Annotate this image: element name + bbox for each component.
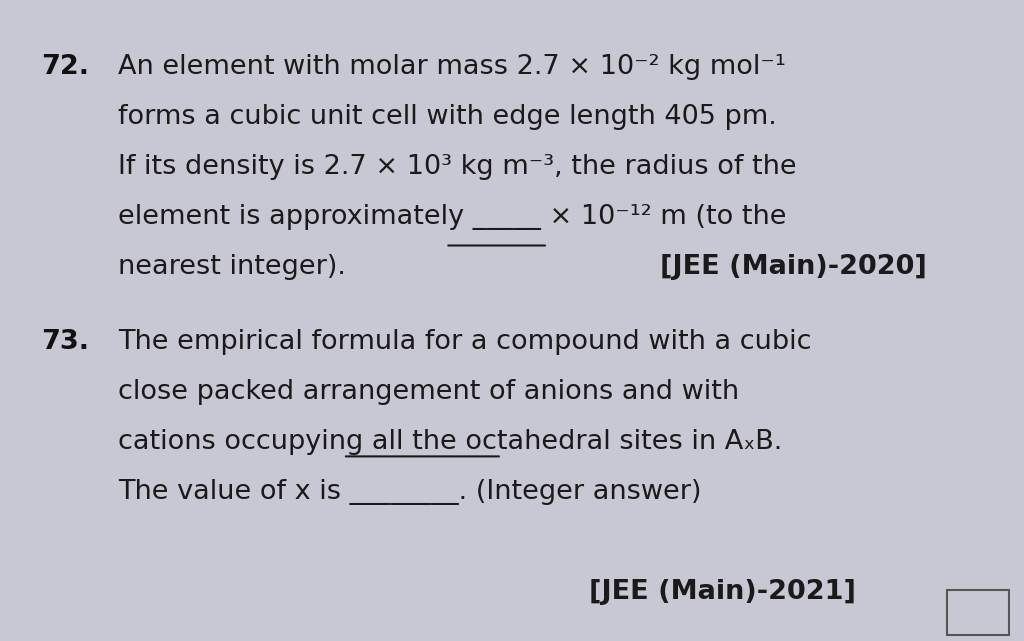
Text: 72.: 72. <box>41 54 89 79</box>
Text: nearest integer).: nearest integer). <box>118 254 346 279</box>
Text: close packed arrangement of anions and with: close packed arrangement of anions and w… <box>118 379 739 405</box>
Text: element is approximately _____ × 10⁻¹² m (to the: element is approximately _____ × 10⁻¹² m… <box>118 204 786 229</box>
Text: [JEE (Main)-2021]: [JEE (Main)-2021] <box>589 579 856 605</box>
Text: An element with molar mass 2.7 × 10⁻² kg mol⁻¹: An element with molar mass 2.7 × 10⁻² kg… <box>118 54 785 79</box>
Text: cations occupying all the octahedral sites in AₓB.: cations occupying all the octahedral sit… <box>118 429 782 455</box>
Text: [JEE (Main)-2020]: [JEE (Main)-2020] <box>660 254 928 279</box>
Bar <box>947 590 1009 635</box>
Text: forms a cubic unit cell with edge length 405 pm.: forms a cubic unit cell with edge length… <box>118 104 776 129</box>
Text: The value of x is ________. (Integer answer): The value of x is ________. (Integer ans… <box>118 479 701 505</box>
Text: If its density is 2.7 × 10³ kg m⁻³, the radius of the: If its density is 2.7 × 10³ kg m⁻³, the … <box>118 154 797 179</box>
Text: 73.: 73. <box>41 329 89 355</box>
Text: The empirical formula for a compound with a cubic: The empirical formula for a compound wit… <box>118 329 811 355</box>
